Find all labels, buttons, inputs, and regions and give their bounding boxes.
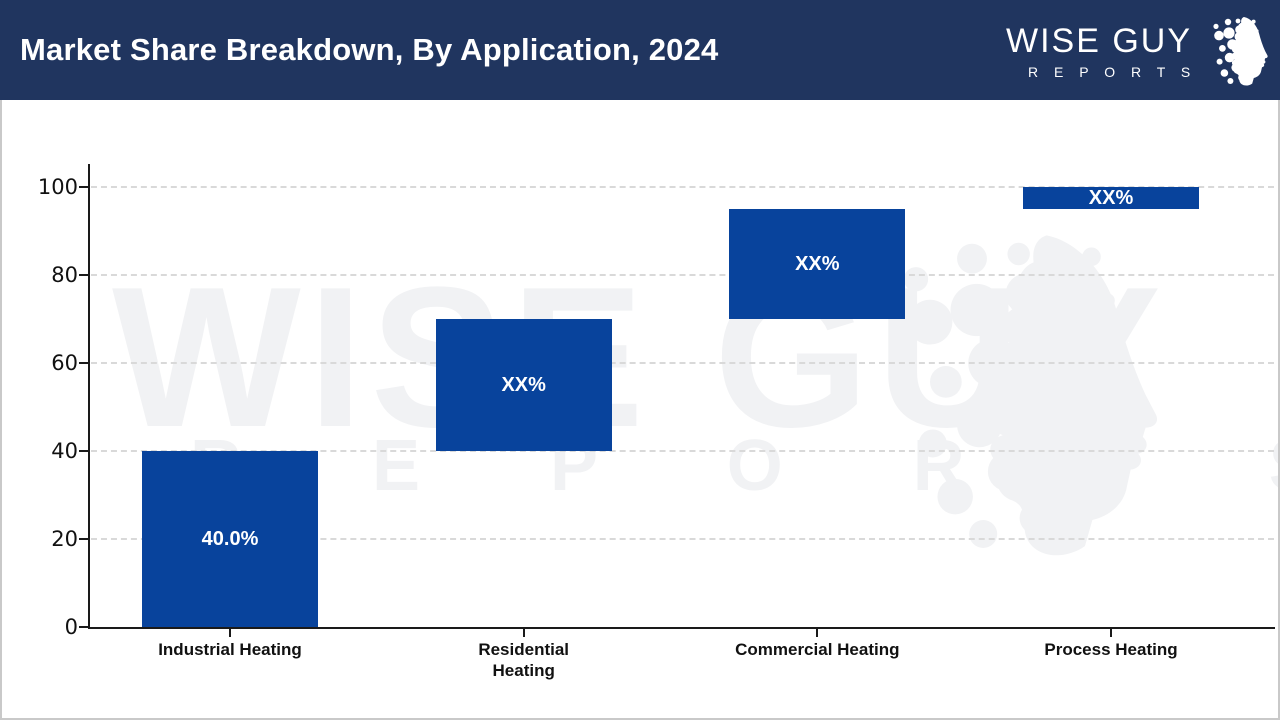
gridline-40 [91,450,1274,452]
x-category-label-4: Process Heating [1044,640,1178,659]
y-axis-tick-60 [79,362,88,364]
bar-segment-3: XX% [729,209,906,319]
gridline-80 [91,274,1274,276]
y-axis-tick-label-100: 100 [37,175,78,199]
y-axis-tick-label-60: 60 [51,351,78,375]
x-axis-tick-2 [522,629,525,637]
bar-segment-4: XX% [1023,187,1199,209]
y-axis-tick-label-80: 80 [51,263,78,287]
gridline-60 [91,362,1274,364]
page-title: Market Share Breakdown, By Application, … [20,32,719,67]
x-category-label-1: Industrial Heating [158,640,302,659]
y-axis-tick-0 [79,626,88,628]
background-watermark: WISE GUY R E P O R T S [0,100,1280,720]
bar-value-label: XX% [501,374,546,396]
x-axis-line [88,627,1275,629]
y-axis-line [88,164,90,629]
bar-value-label: XX% [1088,187,1134,209]
bar-value-label: XX% [795,253,840,275]
y-axis-tick-80 [79,274,88,276]
x-axis-tick-4 [1110,629,1112,637]
x-category-label-2: Residential Heating [478,640,570,680]
brand-face-icon [1210,13,1270,89]
y-axis-tick-100 [79,186,88,188]
y-axis-tick-40 [79,450,88,452]
gridline-20 [91,538,1274,540]
bar-segment-1: 40.0% [142,451,318,627]
y-axis-tick-20 [79,538,88,540]
x-axis-tick-1 [229,629,231,637]
header-bar: Market Share Breakdown, By Application, … [0,0,1280,100]
brand-name-text: WISE GUY [1006,22,1193,60]
x-category-label-3: Commercial Heating [735,640,900,659]
y-axis-tick-label-40: 40 [51,439,78,463]
x-axis-tick-3 [816,629,819,637]
brand-logo: WISE GUY R E P O R T S [1006,8,1272,94]
bar-value-label: 40.0% [201,528,259,550]
gridline-100 [91,186,1274,188]
y-axis-tick-label-20: 20 [51,527,78,551]
brand-tagline-text: R E P O R T S [1028,64,1197,80]
bar-segment-2: XX% [435,319,612,451]
y-axis-tick-label-0: 0 [64,615,78,639]
